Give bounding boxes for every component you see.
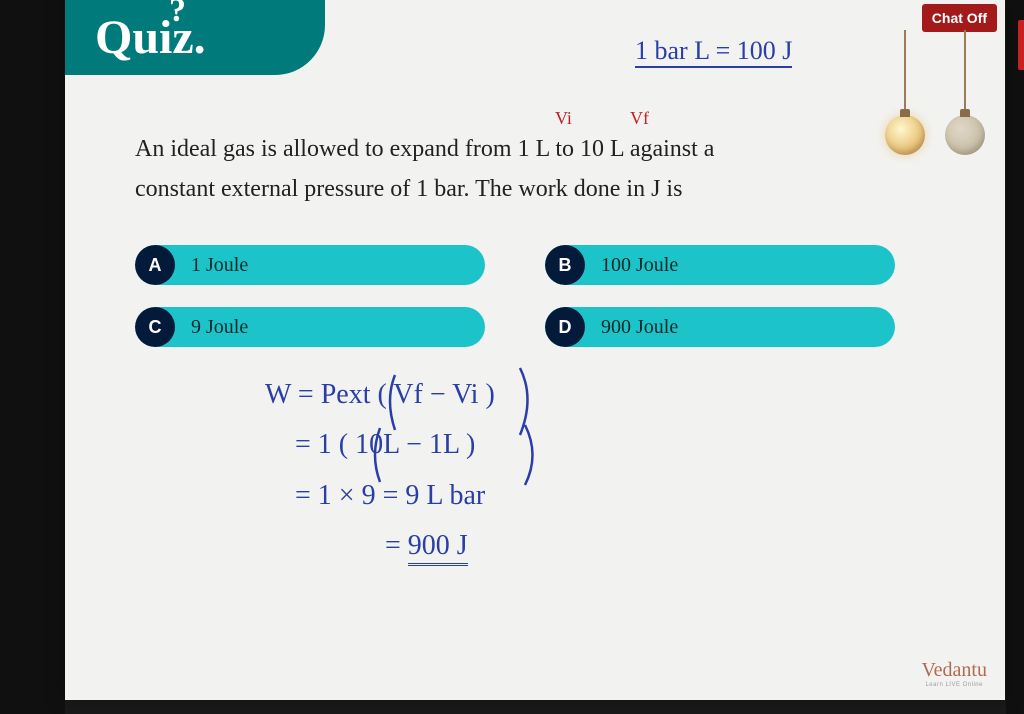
question-line2: constant external pressure of 1 bar. The… bbox=[135, 176, 682, 202]
quiz-title: Quiz. bbox=[95, 10, 206, 65]
handwriting-parens bbox=[65, 0, 1005, 700]
left-blackbar bbox=[0, 0, 65, 714]
question-line1c: against a bbox=[624, 136, 715, 162]
slide: ? Quiz. Chat Off 1 bar L = 100 J Vi Vf A… bbox=[65, 0, 1005, 700]
bulb-wire bbox=[964, 30, 966, 118]
options-grid: A 1 Joule B 100 Joule C 9 Joule D 900 Jo… bbox=[135, 245, 895, 347]
handwriting-work: W = Pext ( Vf − Vi ) = 1 ( 10L − 1L ) = … bbox=[265, 370, 495, 572]
watermark-main: Vedantu bbox=[921, 659, 987, 681]
option-c[interactable]: C 9 Joule bbox=[135, 307, 485, 347]
option-letter: A bbox=[135, 245, 175, 285]
option-letter: B bbox=[545, 245, 585, 285]
work-line3: = 1 × 9 = 9 L bar bbox=[295, 471, 495, 521]
annotation-vi: Vi bbox=[555, 108, 572, 129]
work-line2: = 1 ( 10L − 1L ) bbox=[295, 420, 495, 470]
bulb-wire bbox=[904, 30, 906, 118]
bulb-icon bbox=[945, 115, 985, 155]
quiz-header: ? Quiz. bbox=[65, 0, 325, 75]
question-vf: 10 L bbox=[580, 136, 624, 162]
annotation-vf: Vf bbox=[630, 108, 649, 129]
side-tab[interactable] bbox=[1018, 20, 1024, 70]
right-blackbar bbox=[1006, 0, 1024, 714]
work-line4-prefix: = bbox=[385, 530, 408, 561]
vedantu-logo: Vedantu Learn LIVE Online bbox=[921, 659, 987, 688]
option-label: 100 Joule bbox=[601, 254, 678, 277]
option-d[interactable]: D 900 Joule bbox=[545, 307, 895, 347]
option-label: 1 Joule bbox=[191, 254, 248, 277]
work-line4: = 900 J bbox=[385, 521, 495, 571]
option-b[interactable]: B 100 Joule bbox=[545, 245, 895, 285]
work-line1: W = Pext ( Vf − Vi ) bbox=[265, 370, 495, 420]
option-letter: D bbox=[545, 307, 585, 347]
option-label: 9 Joule bbox=[191, 316, 248, 339]
option-letter: C bbox=[135, 307, 175, 347]
chat-toggle-button[interactable]: Chat Off bbox=[922, 4, 997, 32]
handwriting-note: 1 bar L = 100 J bbox=[635, 36, 792, 68]
question-line1a: An ideal gas is allowed to expand from bbox=[135, 136, 518, 162]
question-text: An ideal gas is allowed to expand from 1… bbox=[135, 130, 875, 209]
question-line1b: to bbox=[549, 136, 580, 162]
question-vi: 1 L bbox=[518, 136, 550, 162]
watermark-sub: Learn LIVE Online bbox=[921, 682, 987, 688]
option-a[interactable]: A 1 Joule bbox=[135, 245, 485, 285]
bulb-icon bbox=[885, 115, 925, 155]
work-answer: 900 J bbox=[408, 530, 468, 566]
option-label: 900 Joule bbox=[601, 316, 678, 339]
